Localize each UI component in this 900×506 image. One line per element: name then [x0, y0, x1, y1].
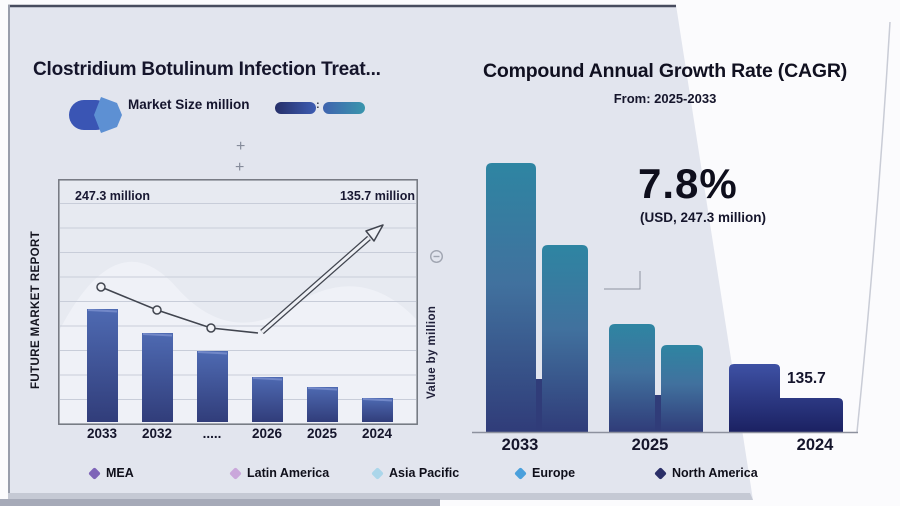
- bracket-annotation: [604, 271, 641, 290]
- x-tick-2024: 2024: [796, 436, 834, 454]
- bar-2025: [307, 387, 338, 422]
- cagr-bar-2033-1: [542, 245, 588, 432]
- cagr-bar-2024: [729, 364, 843, 432]
- left-chart-first-value: 247.3 million: [75, 189, 151, 203]
- value-by-million-axis-label: Value by million: [426, 305, 438, 399]
- x-tick-2032: 2032: [141, 426, 173, 441]
- plus-mark-1: +: [236, 138, 246, 155]
- trend-marker: [152, 305, 162, 315]
- cagr-plot: [472, 163, 858, 434]
- trend-marker: [96, 282, 106, 292]
- trend-marker: [206, 323, 216, 333]
- right-title: Compound Annual Growth Rate (CAGR): [482, 60, 848, 82]
- left-title: Clostridium Botulinum Infection Treat...: [33, 59, 381, 80]
- trend-line: [100, 286, 259, 334]
- cagr-detail: (USD, 247.3 million): [640, 210, 767, 225]
- page-fold-line: [856, 21, 891, 433]
- plus-mark-2: +: [235, 159, 245, 176]
- bar-2032: [142, 333, 173, 422]
- market-size-chart: 247.3 million 135.7 million 2033 2032....…: [58, 179, 418, 449]
- bar-2024: [362, 398, 393, 422]
- cagr-chart: 135.7 2033 2025 2024: [455, 150, 870, 462]
- left-chart-last-value: 135.7 million: [339, 189, 415, 203]
- cagr-bar-2025-0: [609, 324, 655, 432]
- x-tick-2025: 2025: [631, 436, 669, 454]
- x-tick-2025: 2025: [306, 426, 338, 441]
- x-tick-2026: 2026: [251, 426, 283, 441]
- market-size-legend-label: Market Size million: [128, 97, 250, 112]
- growth-arrow-core: [261, 236, 370, 334]
- growth-arrow-head: [365, 224, 384, 242]
- ratio-pill-right: [323, 102, 365, 114]
- bar-cap: [197, 351, 228, 355]
- capsule-icon: [69, 97, 122, 133]
- cagr-value: 7.8%: [638, 160, 738, 207]
- bar-cap: [142, 333, 173, 337]
- bar-cap: [252, 377, 283, 381]
- cagr-bar-2025-1: [661, 345, 703, 432]
- bar-cap: [362, 398, 393, 402]
- bar-merge: [536, 379, 542, 432]
- minus-circle-icon: [429, 249, 444, 264]
- x-tick-2024: 2024: [361, 426, 393, 441]
- x-tick-2033: 2033: [501, 436, 539, 454]
- market-size-plot: [58, 179, 418, 425]
- panel-bottom-shadow: [8, 493, 753, 500]
- bar-.....: [197, 351, 228, 422]
- pill-separator: :: [316, 99, 320, 111]
- cagr-subtitle: From: 2025-2033: [613, 91, 717, 106]
- cagr-bar-2033-0: [486, 163, 536, 432]
- cagr-chart-value-label: 135.7: [787, 370, 826, 387]
- bar-2026: [252, 377, 283, 422]
- x-tick-2033: 2033: [86, 426, 118, 441]
- bar-cap: [87, 309, 118, 313]
- future-market-report-watermark: FUTURE MARKET REPORT: [30, 230, 42, 390]
- bottom-strip: [0, 499, 440, 506]
- bar-2033: [87, 309, 118, 422]
- bar-cap: [307, 387, 338, 391]
- ratio-pill-left: [275, 102, 316, 114]
- bar-merge: [655, 395, 661, 432]
- x-tick-.....: .....: [202, 426, 222, 441]
